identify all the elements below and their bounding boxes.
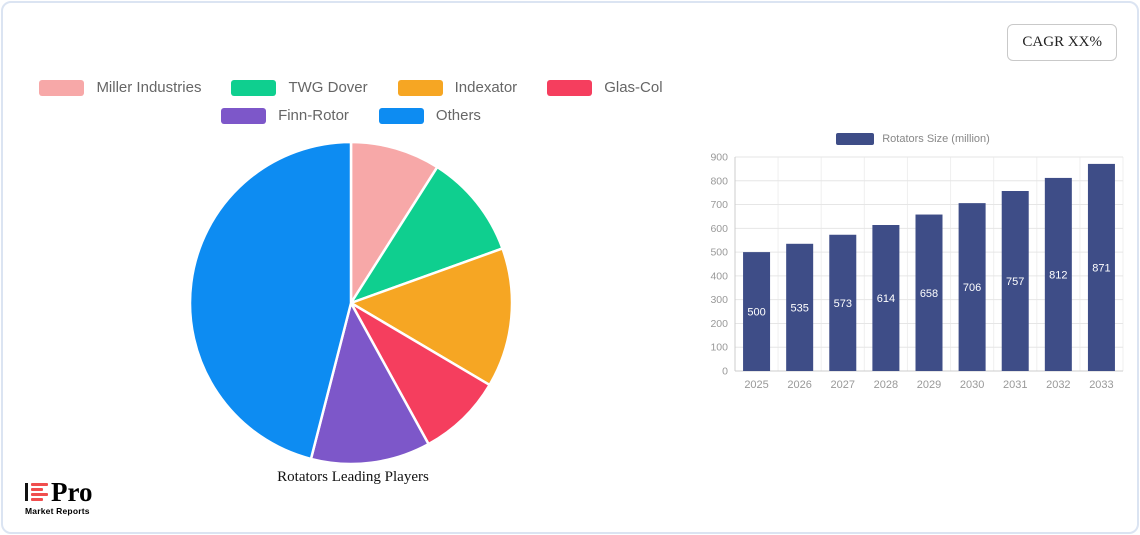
y-axis-tick-label: 600 <box>710 223 728 235</box>
bar-2027[interactable] <box>829 234 857 371</box>
logo-lines-icon <box>25 483 48 501</box>
legend-swatch <box>378 107 424 124</box>
pie-slice-others[interactable] <box>188 140 353 461</box>
bar-2033[interactable] <box>1087 163 1115 371</box>
x-axis-tick-label: 2033 <box>1089 379 1113 391</box>
bar-chart: 0 100 200 300 400 500 600 700 800 900 500 2025 535 20… <box>710 152 1124 391</box>
bar-legend-label: Rotators Size (million) <box>882 133 990 145</box>
logo-subtitle: Market Reports <box>25 506 90 516</box>
x-axis-tick-label: 2029 <box>917 379 941 391</box>
x-axis-tick-label: 2031 <box>1003 379 1027 391</box>
y-axis-tick-label: 400 <box>710 270 728 282</box>
legend-item-finn-rotor[interactable]: Finn-Rotor <box>221 107 349 124</box>
bar-value-label: 706 <box>963 282 981 294</box>
legend-item-indexator[interactable]: Indexator <box>397 79 518 96</box>
x-axis-tick-label: 2026 <box>787 379 811 391</box>
y-axis-tick-label: 800 <box>710 175 728 187</box>
pie-chart <box>188 140 514 466</box>
legend-item-others[interactable]: Others <box>378 107 481 124</box>
pie-chart-section: Miller Industries TWG Dover Indexator Glas-… <box>3 3 703 532</box>
bar-2025[interactable] <box>743 252 771 371</box>
legend-label: Others <box>435 107 481 124</box>
bar-2029[interactable] <box>915 214 943 371</box>
bar-value-label: 573 <box>834 298 852 310</box>
bar-legend-swatch <box>836 133 875 145</box>
bar-2032[interactable] <box>1044 177 1072 371</box>
pie-slice-glas-col[interactable] <box>349 301 491 446</box>
y-axis-tick-label: 500 <box>710 247 728 259</box>
y-axis-tick-label: 700 <box>710 199 728 211</box>
legend-item-miller-industries[interactable]: Miller Industries <box>39 79 201 96</box>
x-axis-tick-label: 2027 <box>831 379 855 391</box>
brand-logo-top: Pro <box>25 477 93 507</box>
legend-swatch <box>397 79 443 96</box>
y-axis-tick-label: 900 <box>710 152 728 164</box>
brand-logo: Pro Market Reports <box>25 479 93 516</box>
bar-value-label: 871 <box>1092 262 1110 274</box>
logo-name: Pro <box>51 477 93 507</box>
legend-swatch <box>221 107 267 124</box>
bar-value-label: 812 <box>1049 269 1067 281</box>
legend-swatch <box>39 79 85 96</box>
bar-2030[interactable] <box>958 203 986 371</box>
pie-chart-title: Rotators Leading Players <box>277 469 429 485</box>
bar-value-label: 535 <box>790 302 808 314</box>
y-axis-tick-label: 200 <box>710 318 728 330</box>
pie-legend-row: Miller Industries TWG Dover Indexator Glas-… <box>21 79 681 96</box>
legend-item-glas-col[interactable]: Glas-Col <box>547 79 663 96</box>
bar-chart-section: Rotators Size (million) 0 100 200 300 400 500… <box>695 133 1131 399</box>
x-axis-tick-label: 2028 <box>874 379 898 391</box>
pie-legend-row: Finn-Rotor Others <box>21 107 681 124</box>
bar-value-label: 757 <box>1006 276 1024 288</box>
bar-2028[interactable] <box>872 225 900 371</box>
legend-swatch <box>231 79 277 96</box>
cagr-label: CAGR XX% <box>1022 34 1102 50</box>
y-axis-tick-label: 0 <box>722 366 728 378</box>
bar-2026[interactable] <box>786 243 814 371</box>
pie-slice-indexator[interactable] <box>349 247 514 387</box>
pie-slice-finn-rotor[interactable] <box>309 301 430 466</box>
bar-value-label: 658 <box>920 288 938 300</box>
bar-value-label: 614 <box>877 293 895 305</box>
pie-slice-twg-dover[interactable] <box>349 165 504 305</box>
x-axis-tick-label: 2025 <box>744 379 768 391</box>
bar-2031[interactable] <box>1001 191 1029 371</box>
legend-label: Miller Industries <box>96 79 202 96</box>
legend-label: Indexator <box>454 79 518 96</box>
cagr-badge: CAGR XX% <box>1007 24 1117 61</box>
x-axis-tick-label: 2030 <box>960 379 984 391</box>
legend-label: Finn-Rotor <box>278 107 349 124</box>
pie-legend: Miller Industries TWG Dover Indexator Glas-… <box>21 79 681 124</box>
x-axis-tick-label: 2032 <box>1046 379 1070 391</box>
legend-item-twg-dover[interactable]: TWG Dover <box>231 79 368 96</box>
pie-slice-miller-industries[interactable] <box>349 140 439 305</box>
y-axis-tick-label: 100 <box>710 342 728 354</box>
legend-label: TWG Dover <box>288 79 368 96</box>
bar-value-label: 500 <box>747 307 765 319</box>
bar-legend[interactable]: Rotators Size (million) <box>836 133 990 145</box>
legend-swatch <box>547 79 593 96</box>
legend-label: Glas-Col <box>604 79 663 96</box>
y-axis-tick-label: 300 <box>710 294 728 306</box>
